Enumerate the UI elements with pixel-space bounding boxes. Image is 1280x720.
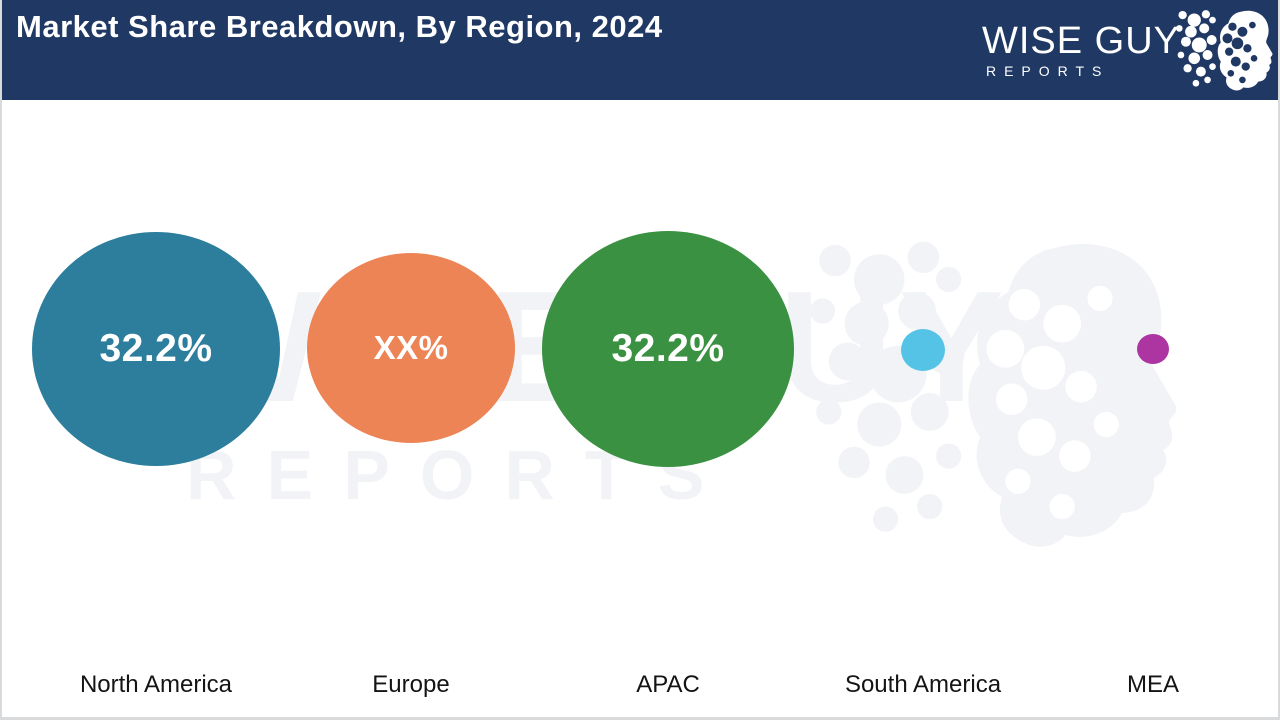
bubble-mea: [1137, 334, 1169, 364]
bubble-europe: XX%: [307, 253, 515, 443]
page-title: Market Share Breakdown, By Region, 2024: [16, 9, 663, 44]
category-label-south-america: South America: [844, 671, 1002, 698]
category-label-europe: Europe: [372, 671, 450, 698]
bubble-apac: 32.2%: [542, 231, 794, 467]
bubble-value-label-apac: 32.2%: [611, 327, 725, 370]
logo-text: WISE GUY REPORTS: [982, 22, 1180, 79]
category-label-mea: MEA: [1126, 671, 1179, 698]
category-label-north-america: North America: [79, 671, 233, 698]
header-bar: Market Share Breakdown, By Region, 2024 …: [2, 0, 1278, 100]
wiseguy-logo: WISE GUY REPORTS: [982, 4, 1274, 96]
logo-subtext: REPORTS: [985, 62, 1110, 79]
bubble-north-america: 32.2%: [32, 232, 280, 466]
wiseguy-face-icon: [1175, 10, 1273, 91]
bubble-value-label-europe: XX%: [373, 329, 449, 366]
watermark-face-icon: [809, 241, 1177, 547]
logo-wordmark: WISE GUY: [981, 19, 1180, 62]
bubble-value-label-north-america: 32.2%: [99, 327, 213, 370]
category-label-apac: APAC: [636, 671, 700, 698]
bubble-south-america: [901, 329, 945, 371]
